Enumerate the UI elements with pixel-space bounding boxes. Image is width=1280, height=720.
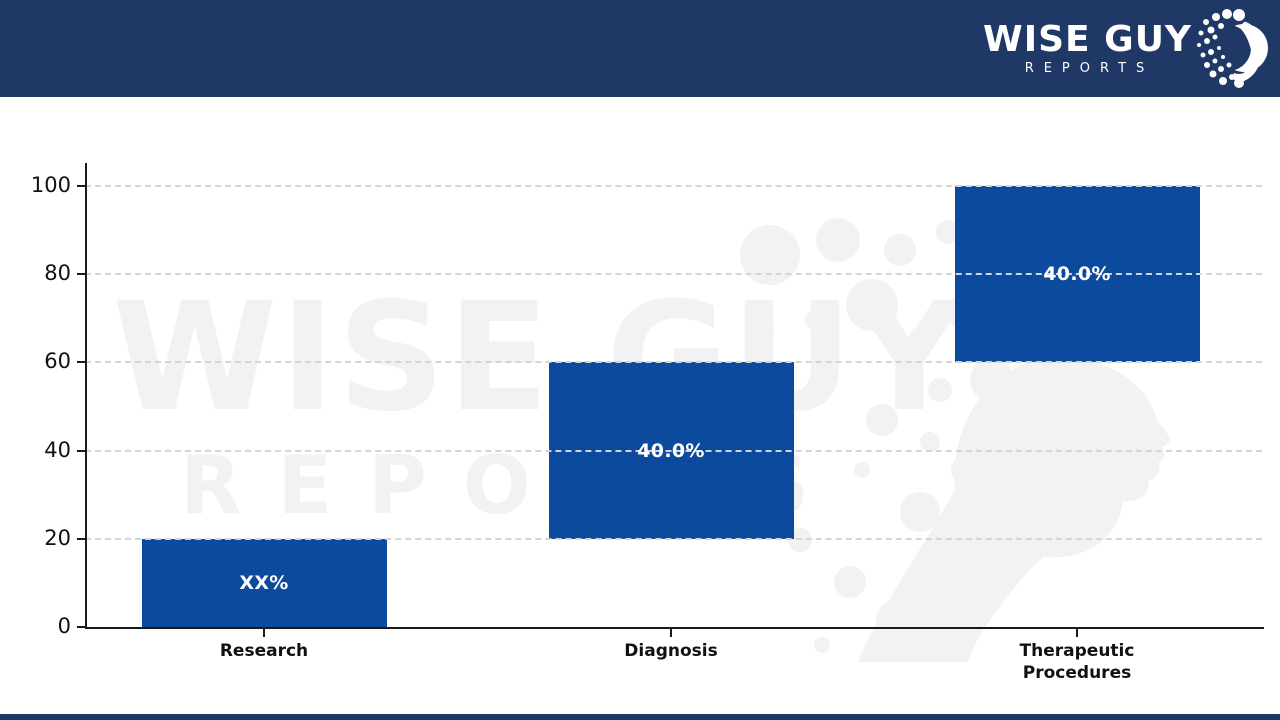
logo-text: WISE GUY REPORTS — [982, 19, 1192, 77]
y-tick-mark — [77, 449, 85, 452]
bar-value-label: XX% — [239, 571, 289, 594]
gridline — [85, 449, 1262, 452]
y-tick-label: 60 — [44, 349, 71, 374]
y-tick-label: 100 — [30, 173, 71, 197]
y-axis-spine — [85, 163, 87, 629]
logo-subtitle: REPORTS — [1024, 61, 1155, 76]
y-tick-mark — [77, 185, 85, 187]
y-tick-label: 20 — [44, 525, 71, 550]
x-tick-label: Diagnosis — [624, 641, 718, 661]
watermark-text: WISE GUY — [112, 271, 966, 445]
y-tick-mark — [77, 361, 85, 364]
gridline — [85, 185, 1262, 187]
logo-head-icon — [1197, 9, 1268, 88]
gridline — [85, 361, 1262, 364]
x-tick-mark — [670, 629, 672, 637]
y-tick-label: 80 — [44, 261, 71, 286]
y-tick-mark — [77, 626, 85, 628]
bar — [141, 538, 387, 627]
x-tick-label: Therapeutic Procedures — [1019, 641, 1135, 683]
x-tick-mark — [263, 629, 265, 637]
y-tick-mark — [77, 273, 85, 276]
y-tick-mark — [77, 537, 85, 540]
y-tick-label: 0 — [57, 614, 71, 638]
gridline — [85, 273, 1262, 276]
x-tick-mark — [1076, 629, 1078, 637]
footer-bar — [0, 714, 1280, 720]
x-tick-label: Research — [219, 641, 309, 661]
x-axis-spine — [85, 627, 1264, 629]
logo-wordmark: WISE GUY — [982, 19, 1192, 60]
wise-guy-reports-logo: WISE GUY REPORTS — [983, 8, 1268, 90]
gridline — [85, 537, 1262, 540]
y-tick-label: 40 — [44, 437, 71, 462]
header-bar — [0, 0, 1280, 97]
bar-value-label: 40.0% — [637, 439, 705, 462]
bar-value-label: 40.0% — [1043, 263, 1111, 286]
